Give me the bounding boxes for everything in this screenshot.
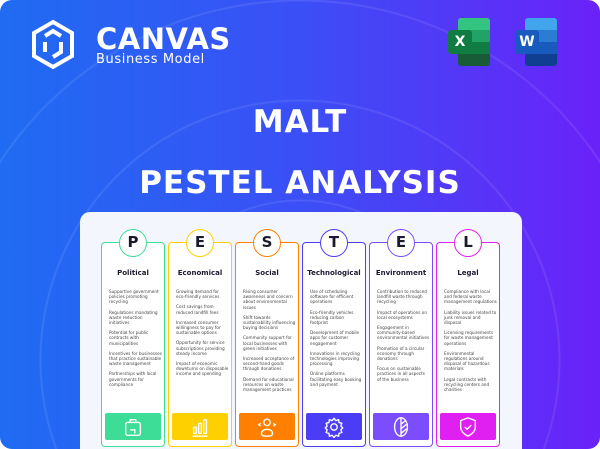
list-item: Legal contracts with recycling centers a… (444, 376, 490, 393)
list-item: Incentives for businesses that practice … (109, 350, 162, 367)
list-item: Potential for public contracts with muni… (109, 330, 149, 346)
list-item: Increased consumer willingness to pay fo… (176, 319, 221, 336)
list-item: Online platforms facilitating easy booki… (310, 371, 362, 387)
list-item: Rising consumer awareness and concern ab… (243, 289, 293, 310)
letter-badge: E (387, 229, 415, 257)
list-item: Shift towards sustainability influencing… (243, 314, 296, 331)
column-footer (306, 413, 362, 440)
people-icon (257, 418, 277, 437)
pestel-column-social: Social Rising consumer awareness and conc… (235, 242, 299, 447)
brand-name: CANVAS (96, 22, 231, 56)
column-title: Environment (375, 269, 427, 277)
list-item: Community support for local businesses w… (243, 335, 292, 351)
letter-badge: E (186, 229, 214, 257)
shield-check-icon (459, 416, 477, 437)
list-item: Cost savings from reduced landfill fees (176, 304, 219, 315)
list-item: Increased acceptance of second-hand good… (243, 356, 295, 372)
list-item: Promotion of a circular economy through … (377, 345, 425, 362)
column-items: Growing demand for eco-friendly services… (176, 289, 229, 382)
brand-subtitle: Business Model (96, 52, 205, 67)
letter-badge: L (454, 229, 482, 257)
column-items: Contribution to reduced landfill waste t… (377, 289, 430, 387)
letter-badge: T (320, 229, 348, 257)
column-footer (440, 413, 496, 440)
list-item: Eco-friendly vehicles reducing carbon fo… (310, 309, 354, 326)
list-item: Use of scheduling software for efficient… (310, 289, 354, 305)
canvas-logo-icon (32, 19, 74, 70)
column-items: Compliance with local and federal waste … (444, 289, 497, 397)
word-letter: W (515, 30, 539, 54)
letter-badge: P (119, 229, 147, 257)
pestel-column-political: Political Supportive government policies … (101, 242, 165, 447)
list-item: Partnerships with local governments for … (109, 371, 157, 387)
pestel-column-economical: Economical Growing demand for eco-friendl… (168, 242, 232, 447)
column-items: Supportive government policies promoting… (109, 289, 162, 392)
excel-icon[interactable]: X (448, 18, 490, 66)
list-item: Engagement in community-based environmen… (377, 325, 430, 341)
column-title: Legal (457, 269, 479, 277)
list-item: Environmental regulations around disposa… (444, 350, 490, 372)
pestel-column-legal: Legal Compliance with local and federal w… (436, 242, 500, 447)
list-item: Innovations in recycling technologies im… (310, 350, 360, 367)
list-item: Growing demand for eco-friendly services (176, 289, 220, 300)
column-footer (373, 413, 429, 440)
column-title: Social (255, 269, 279, 277)
pestel-column-environment: Environment Contribution to reduced landf… (369, 242, 433, 447)
list-item: Development of mobile apps for customer … (310, 330, 360, 346)
bar-chart-icon (192, 418, 208, 437)
column-title: Economical (177, 269, 223, 277)
excel-letter: X (448, 30, 472, 54)
word-icon[interactable]: W (515, 18, 557, 66)
letter-badge: S (253, 229, 281, 257)
column-items: Rising consumer awareness and concern ab… (243, 289, 296, 397)
column-title: Political (117, 269, 149, 277)
briefcase-icon (124, 418, 142, 436)
list-item: Impact of operations on local ecosystems (377, 309, 428, 320)
column-items: Use of scheduling software for efficient… (310, 289, 363, 392)
list-item: Focus on sustainable practices in all as… (377, 366, 425, 382)
title-analysis: PESTEL ANALYSIS (139, 165, 461, 201)
list-item: Demand for educational resources on wast… (243, 376, 294, 393)
gear-icon (324, 416, 344, 438)
list-item: Licensing requirements for waste managem… (444, 330, 494, 346)
pestel-column-technological: Technological Use of scheduling software … (302, 242, 366, 447)
list-item: Impact of economic downturns on disposab… (176, 361, 229, 377)
title-company: MALT (252, 104, 348, 140)
column-footer (239, 413, 295, 440)
list-item: Regulations mandating waste reduction in… (109, 309, 158, 326)
list-item: Contribution to reduced landfill waste t… (377, 289, 427, 305)
list-item: Supportive government policies promoting… (109, 289, 159, 305)
leaf-icon (393, 416, 409, 437)
column-footer (105, 413, 161, 440)
column-title: Technological (307, 269, 361, 277)
list-item: Liability issues related to junk removal… (444, 309, 497, 326)
list-item: Opportunity for service subscriptions pr… (176, 340, 225, 356)
column-footer (172, 413, 228, 440)
list-item: Compliance with local and federal waste … (444, 289, 497, 305)
